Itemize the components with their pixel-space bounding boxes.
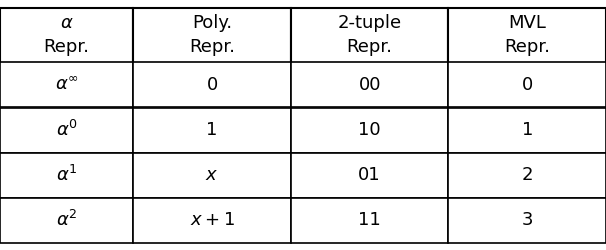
Bar	[291, 8, 448, 62]
Bar	[448, 62, 606, 108]
Text: Repr.: Repr.	[347, 38, 393, 56]
Text: 3: 3	[522, 211, 533, 229]
Bar	[0, 108, 133, 152]
Text: 01: 01	[358, 166, 381, 184]
Bar	[448, 8, 606, 62]
Bar	[0, 198, 133, 242]
Bar	[133, 108, 291, 152]
Text: 2-tuple: 2-tuple	[338, 14, 402, 32]
Text: $\alpha^{0}$: $\alpha^{0}$	[56, 120, 78, 140]
Text: MVL: MVL	[508, 14, 546, 32]
Text: 0: 0	[522, 76, 533, 94]
Text: $\alpha^{2}$: $\alpha^{2}$	[56, 210, 78, 230]
Text: Repr.: Repr.	[44, 38, 90, 56]
Text: Poly.: Poly.	[192, 14, 232, 32]
Text: $\alpha$: $\alpha$	[60, 14, 73, 32]
Text: $\alpha^{\infty}$: $\alpha^{\infty}$	[55, 76, 79, 94]
Bar	[0, 8, 133, 62]
Text: 1: 1	[207, 121, 218, 139]
Text: Repr.: Repr.	[189, 38, 235, 56]
Bar	[291, 152, 448, 198]
Bar	[291, 108, 448, 152]
Text: $x+1$: $x+1$	[190, 211, 235, 229]
Bar	[291, 198, 448, 242]
Bar	[448, 198, 606, 242]
Text: $\alpha^{1}$: $\alpha^{1}$	[56, 165, 78, 185]
Text: 2: 2	[522, 166, 533, 184]
Bar	[448, 108, 606, 152]
Bar	[0, 62, 133, 108]
Bar	[133, 62, 291, 108]
Bar	[133, 152, 291, 198]
Text: 00: 00	[358, 76, 381, 94]
Bar	[448, 152, 606, 198]
Text: 0: 0	[207, 76, 218, 94]
Bar	[0, 152, 133, 198]
Bar	[133, 8, 291, 62]
Text: Repr.: Repr.	[504, 38, 550, 56]
Text: $x$: $x$	[205, 166, 219, 184]
Bar	[291, 62, 448, 108]
Text: 1: 1	[522, 121, 533, 139]
Text: 10: 10	[358, 121, 381, 139]
Bar	[133, 198, 291, 242]
Text: 11: 11	[358, 211, 381, 229]
